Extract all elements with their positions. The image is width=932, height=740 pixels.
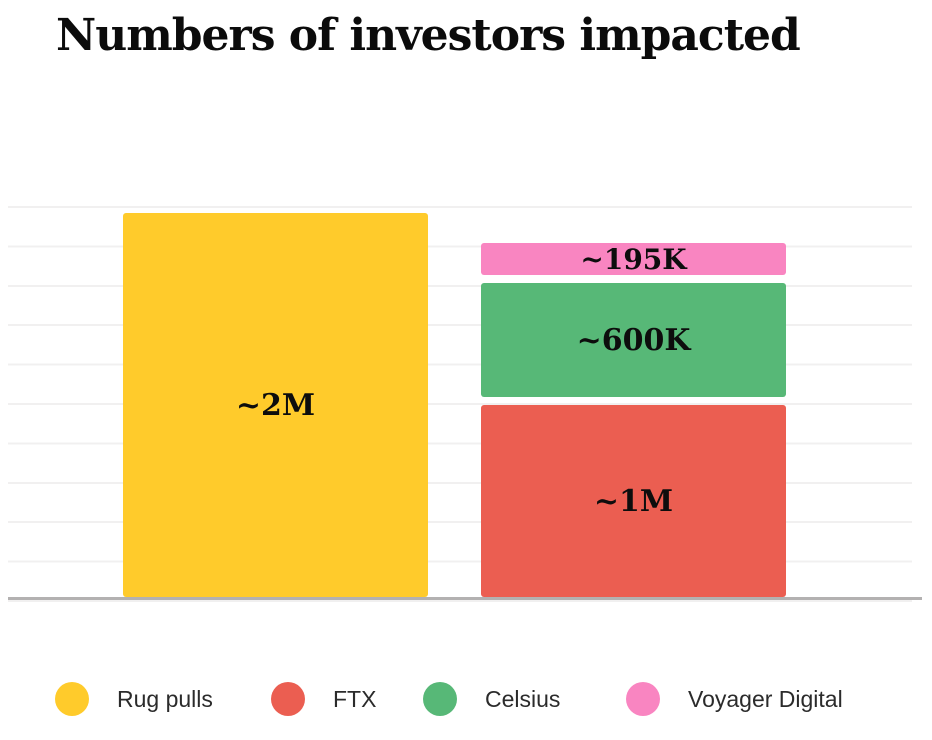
legend-swatch-ftx-icon [271,682,305,716]
bar-rug-pulls: ~2M [123,213,428,597]
legend-item-voyager-digital: Voyager Digital [626,681,843,717]
legend: Rug pulls FTX Celsius Voyager Digital [0,681,932,717]
bar-segment-ftx: ~1M [481,405,786,597]
chart-title: Numbers of investors impacted [56,10,801,61]
legend-label-ftx: FTX [333,685,377,712]
legend-swatch-rug-pulls-icon [55,682,89,716]
legend-label-celsius: Celsius [485,685,561,712]
legend-item-celsius: Celsius [423,681,560,717]
bar-value-label-celsius: ~600K [576,322,691,358]
legend-label-rug-pulls: Rug pulls [117,685,213,712]
legend-label-voyager-digital: Voyager Digital [688,685,843,712]
bar-value-label-ftx: ~1M [593,483,674,519]
bar-segment-celsius: ~600K [481,283,786,397]
bar-value-label-rug-pulls: ~2M [235,387,316,423]
legend-item-rug-pulls: Rug pulls [55,681,213,717]
bar-value-label-voyager-digital: ~195K [580,242,687,276]
x-axis-baseline [8,597,922,600]
legend-item-ftx: FTX [271,681,376,717]
legend-swatch-voyager-digital-icon [626,682,660,716]
bar-segment-voyager-digital: ~195K [481,242,786,276]
legend-swatch-celsius-icon [423,682,457,716]
